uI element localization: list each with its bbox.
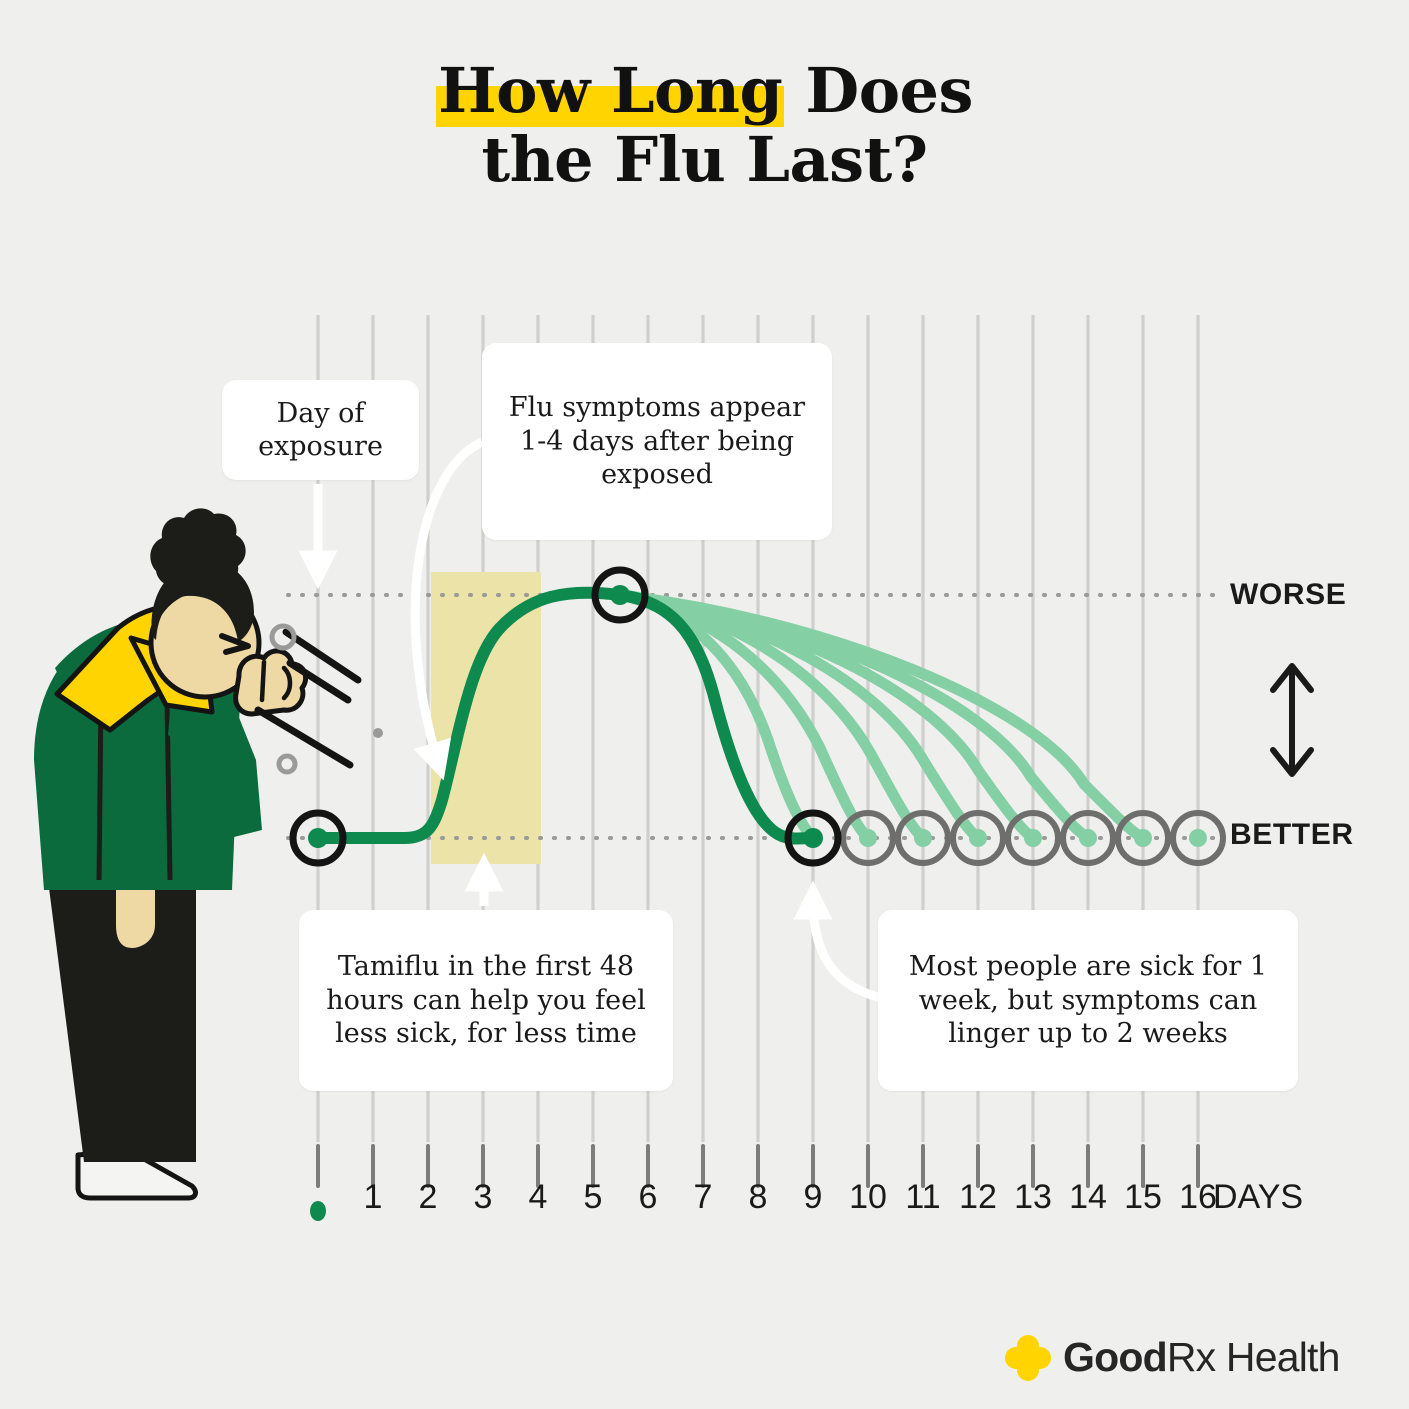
callout-flu-symptoms: Flu symptoms appear 1-4 days after being… xyxy=(482,343,832,540)
x-axis-day-8: 8 xyxy=(748,1178,768,1216)
person-coughing-illustration xyxy=(34,508,383,1201)
goodrx-health-logo: GoodRx Health xyxy=(1005,1334,1340,1381)
x-axis-day-5: 5 xyxy=(583,1178,603,1216)
finger-line-2 xyxy=(281,665,293,701)
x-axis-unit-label: DAYS xyxy=(1213,1178,1304,1216)
callout-tamiflu: Tamiflu in the first 48 hours can help y… xyxy=(299,910,673,1091)
arm xyxy=(168,690,262,840)
x-axis-day-10: 10 xyxy=(849,1178,887,1216)
marker-day-11 xyxy=(895,810,951,866)
connector-arrows xyxy=(298,437,1001,1011)
marker-day-12 xyxy=(950,810,1006,866)
marker-day-14 xyxy=(1060,810,1116,866)
marker-day-15 xyxy=(1115,810,1171,866)
lingering-curve-day16 xyxy=(614,589,1149,844)
droplet-large xyxy=(269,623,297,651)
hand-lower xyxy=(116,880,155,948)
callout-day-of-exposure: Day of exposure xyxy=(222,380,419,480)
x-axis-day-15: 15 xyxy=(1124,1178,1162,1216)
x-axis-day-16: 16 xyxy=(1179,1178,1217,1216)
severity-direction-arrow xyxy=(1270,663,1314,777)
x-axis-day-9: 9 xyxy=(803,1178,823,1216)
marker-day-0-exposure xyxy=(289,809,347,867)
goodrx-cross-icon xyxy=(1005,1334,1051,1381)
title-line-1-rest: Does xyxy=(784,54,973,127)
inactive-markers xyxy=(840,810,1226,866)
page-title: How Long Does the Flu Last? xyxy=(0,54,1409,197)
marker-day-10 xyxy=(840,810,896,866)
axis-label-better: BETTER xyxy=(1230,818,1354,851)
marker-peak-day-5 xyxy=(591,566,649,624)
arrow-flu-symptoms xyxy=(410,437,485,781)
logo-wordmark: GoodRx Health xyxy=(1063,1334,1340,1381)
x-axis-day-11: 11 xyxy=(905,1178,941,1216)
cough-motion-lines xyxy=(254,628,362,769)
eye xyxy=(219,633,251,655)
axis-ticks xyxy=(316,1144,1200,1188)
chart-markers xyxy=(289,566,1226,867)
x-axis-day-4: 4 xyxy=(528,1178,548,1216)
title-line-2: the Flu Last? xyxy=(481,123,928,197)
hand-at-mouth xyxy=(233,648,309,717)
title-highlight: How Long xyxy=(436,54,785,127)
marker-day-13 xyxy=(1005,810,1061,866)
x-axis-day-12: 12 xyxy=(959,1178,997,1216)
marker-day-16 xyxy=(1170,810,1226,866)
x-axis-day-6: 6 xyxy=(638,1178,658,1216)
pants-right-leg xyxy=(118,880,196,1162)
jacket-seam-left xyxy=(96,699,104,881)
callout-illness-duration: Most people are sick for 1 week, but sym… xyxy=(878,910,1298,1091)
droplet-small xyxy=(276,753,298,775)
x-axis-day-7: 7 xyxy=(693,1178,713,1216)
tamiflu-window-band xyxy=(431,572,541,864)
x-axis-day-2: 2 xyxy=(418,1178,438,1216)
logo-good: Good xyxy=(1063,1334,1168,1380)
day-zero-dot xyxy=(310,1201,326,1221)
x-axis-day-1: 1 xyxy=(363,1178,383,1216)
hair-bun xyxy=(150,508,246,593)
finger-line-1 xyxy=(259,659,267,703)
x-axis-day-3: 3 xyxy=(473,1178,493,1216)
x-axis-day-13: 13 xyxy=(1014,1178,1052,1216)
title-line-1: How Long Does xyxy=(0,54,1409,127)
droplet-tiny xyxy=(373,728,383,738)
jacket-seam-right xyxy=(164,699,173,881)
axis-label-worse: WORSE xyxy=(1230,578,1347,611)
x-axis-day-14: 14 xyxy=(1069,1178,1107,1216)
lingering-curves xyxy=(614,589,1149,844)
logo-rx-health: Rx Health xyxy=(1166,1334,1341,1380)
marker-day-9-recovered xyxy=(784,809,842,867)
